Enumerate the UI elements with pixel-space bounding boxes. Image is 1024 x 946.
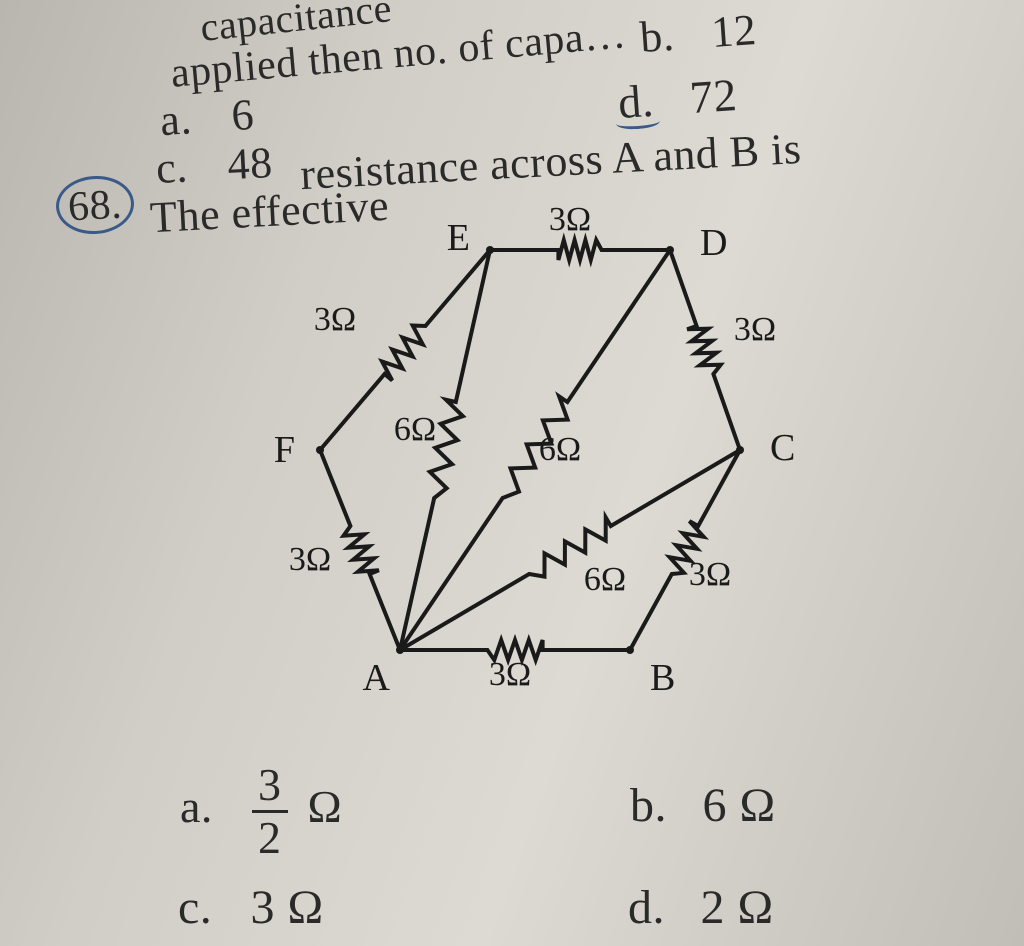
answer-b-label: b.: [630, 778, 690, 833]
svg-text:3Ω: 3Ω: [314, 301, 356, 338]
prev-option-d-value: 72: [688, 69, 738, 123]
answer-d-label: d.: [628, 880, 688, 935]
prev-option-a-value: 6: [230, 90, 256, 140]
answer-c: c. 3 Ω: [178, 880, 324, 935]
answer-b: b. 6 Ω: [630, 778, 776, 833]
svg-text:6Ω: 6Ω: [539, 431, 581, 468]
svg-text:6Ω: 6Ω: [584, 561, 626, 598]
prev-option-c-value: 48: [226, 138, 274, 189]
svg-text:A: A: [363, 657, 391, 699]
answer-d: d. 2 Ω: [628, 880, 774, 935]
answer-a-label: a.: [180, 780, 240, 833]
svg-text:D: D: [700, 222, 727, 264]
answer-c-value: 3 Ω: [251, 881, 324, 934]
circuit-diagram: 3Ω 3Ω 3Ω 3Ω 3Ω 3Ω 6Ω 6Ω 6Ω A B C D E F: [190, 190, 890, 730]
prev-option-b: b. 12: [638, 4, 758, 63]
question-number: 68.: [67, 181, 123, 232]
answer-a-den: 2: [252, 813, 288, 861]
answer-c-label: c.: [178, 880, 238, 935]
prev-option-c: c. 48: [155, 137, 274, 194]
svg-text:B: B: [650, 657, 675, 699]
answer-d-value: 2 Ω: [701, 881, 774, 934]
svg-text:6Ω: 6Ω: [394, 411, 436, 448]
svg-text:3Ω: 3Ω: [489, 656, 531, 693]
prev-option-b-value: 12: [710, 5, 758, 57]
svg-text:3Ω: 3Ω: [689, 556, 731, 593]
svg-text:F: F: [274, 429, 295, 471]
prev-option-b-label: b.: [638, 8, 701, 63]
svg-text:3Ω: 3Ω: [549, 201, 591, 238]
answer-a: a. 3 2 Ω: [180, 762, 342, 861]
svg-text:E: E: [447, 217, 470, 259]
prev-option-c-label: c.: [155, 140, 218, 194]
page: capacitance applied then no. of capa… b.…: [0, 0, 1024, 946]
prev-option-a-label: a.: [158, 91, 221, 146]
svg-text:C: C: [770, 427, 795, 469]
svg-text:3Ω: 3Ω: [289, 541, 331, 578]
answer-a-fraction: 3 2: [252, 762, 288, 861]
answer-a-num: 3: [252, 762, 288, 813]
svg-text:3Ω: 3Ω: [734, 311, 776, 348]
answer-a-unit: Ω: [308, 781, 343, 832]
answer-b-value: 6 Ω: [703, 779, 776, 832]
pen-underline-d-icon: [616, 114, 661, 130]
